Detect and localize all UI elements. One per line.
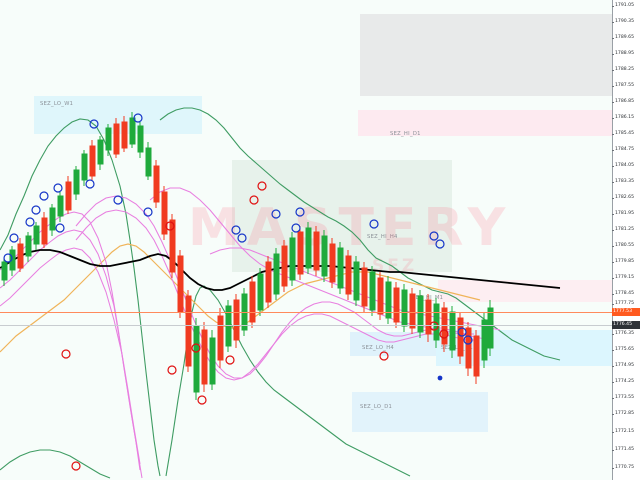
zone-neutral-top xyxy=(360,14,612,96)
chart-series-svg xyxy=(0,107,561,479)
axis-tick: 1787.55 xyxy=(612,82,640,90)
bid-price-line xyxy=(0,325,612,326)
axis-tick: 1784.05 xyxy=(612,162,640,170)
ask-price-line xyxy=(0,312,612,313)
axis-tick: 1772.85 xyxy=(612,410,640,418)
axis-tick: 1788.95 xyxy=(612,50,640,58)
zone-sez-lo-h1 xyxy=(436,330,612,366)
axis-tick: 1789.65 xyxy=(612,34,640,42)
zone-label-sez-hi-m1: SEZ_HI_M1 xyxy=(412,295,443,301)
zone-label-sez-hi-d1: SEZ_HI_D1 xyxy=(390,131,421,137)
signal-markers-sell xyxy=(61,181,449,471)
price-axis[interactable]: 1791.05 1790.35 1789.65 1788.95 1788.25 … xyxy=(612,0,640,480)
axis-tick: 1770.75 xyxy=(612,464,640,472)
zone-sez-hi-d1 xyxy=(358,110,612,136)
axis-tick: 1786.85 xyxy=(612,98,640,106)
axis-tick: 1778.45 xyxy=(612,290,640,298)
axis-tick: 1786.15 xyxy=(612,114,640,122)
series-candlesticks xyxy=(1,112,494,400)
axis-tick: 1774.25 xyxy=(612,378,640,386)
signal-marker-dot xyxy=(437,375,443,381)
zone-sez-lo-d1 xyxy=(352,392,488,432)
zone-sez-hi-m1 xyxy=(438,280,612,302)
series-ma-signal xyxy=(0,249,561,291)
axis-tick: 1788.25 xyxy=(612,66,640,74)
series-ma-ribbon xyxy=(0,187,501,479)
series-channel-lower-2 xyxy=(165,285,411,477)
axis-tick: 1781.25 xyxy=(612,226,640,234)
zone-label-sez-lo-d1: SEZ_LO_D1 xyxy=(360,404,393,410)
axis-tick: 1772.15 xyxy=(612,428,640,436)
signal-markers-buy xyxy=(3,113,473,345)
series-channel-lower xyxy=(0,449,111,479)
axis-tick: 1774.95 xyxy=(612,362,640,370)
zone-label-sez-hi-h4: SEZ_HI_H4 xyxy=(367,234,398,240)
axis-tick: 1779.85 xyxy=(612,258,640,266)
axis-tick: 1775.65 xyxy=(612,346,640,354)
axis-tick: 1785.45 xyxy=(612,130,640,138)
axis-tick: 1783.35 xyxy=(612,178,640,186)
ask-price-badge[interactable]: 1777.53 xyxy=(612,308,640,316)
axis-tick: 1780.55 xyxy=(612,242,640,250)
axis-tick: 1781.95 xyxy=(612,210,640,218)
axis-tick: 1777.75 xyxy=(612,300,640,308)
axis-tick: 1776.35 xyxy=(612,330,640,338)
axis-tick: 1782.65 xyxy=(612,194,640,202)
axis-tick: 1771.45 xyxy=(612,446,640,454)
bid-price-badge[interactable]: 1776.45 xyxy=(612,321,640,329)
axis-tick: 1773.55 xyxy=(612,394,640,402)
series-channel-upper xyxy=(0,118,161,477)
zone-label-sez-lo-h1: SEZ_LO_H1 xyxy=(441,345,474,351)
series-ma-slow xyxy=(0,243,481,353)
chart-plot-area[interactable]: SEZ_LO_W1 SEZ_HI_D1 SEZ_HI_H4 SEZ_HI_M1 … xyxy=(0,0,612,480)
axis-tick: 1791.05 xyxy=(612,2,640,10)
zone-label-sez-lo-w1: SEZ_LO_W1 xyxy=(40,101,74,107)
zone-label-sez-lo-h4: SEZ_LO_H4 xyxy=(362,345,395,351)
axis-tick: 1779.15 xyxy=(612,274,640,282)
axis-tick: 1790.35 xyxy=(612,18,640,26)
axis-tick: 1784.75 xyxy=(612,146,640,154)
